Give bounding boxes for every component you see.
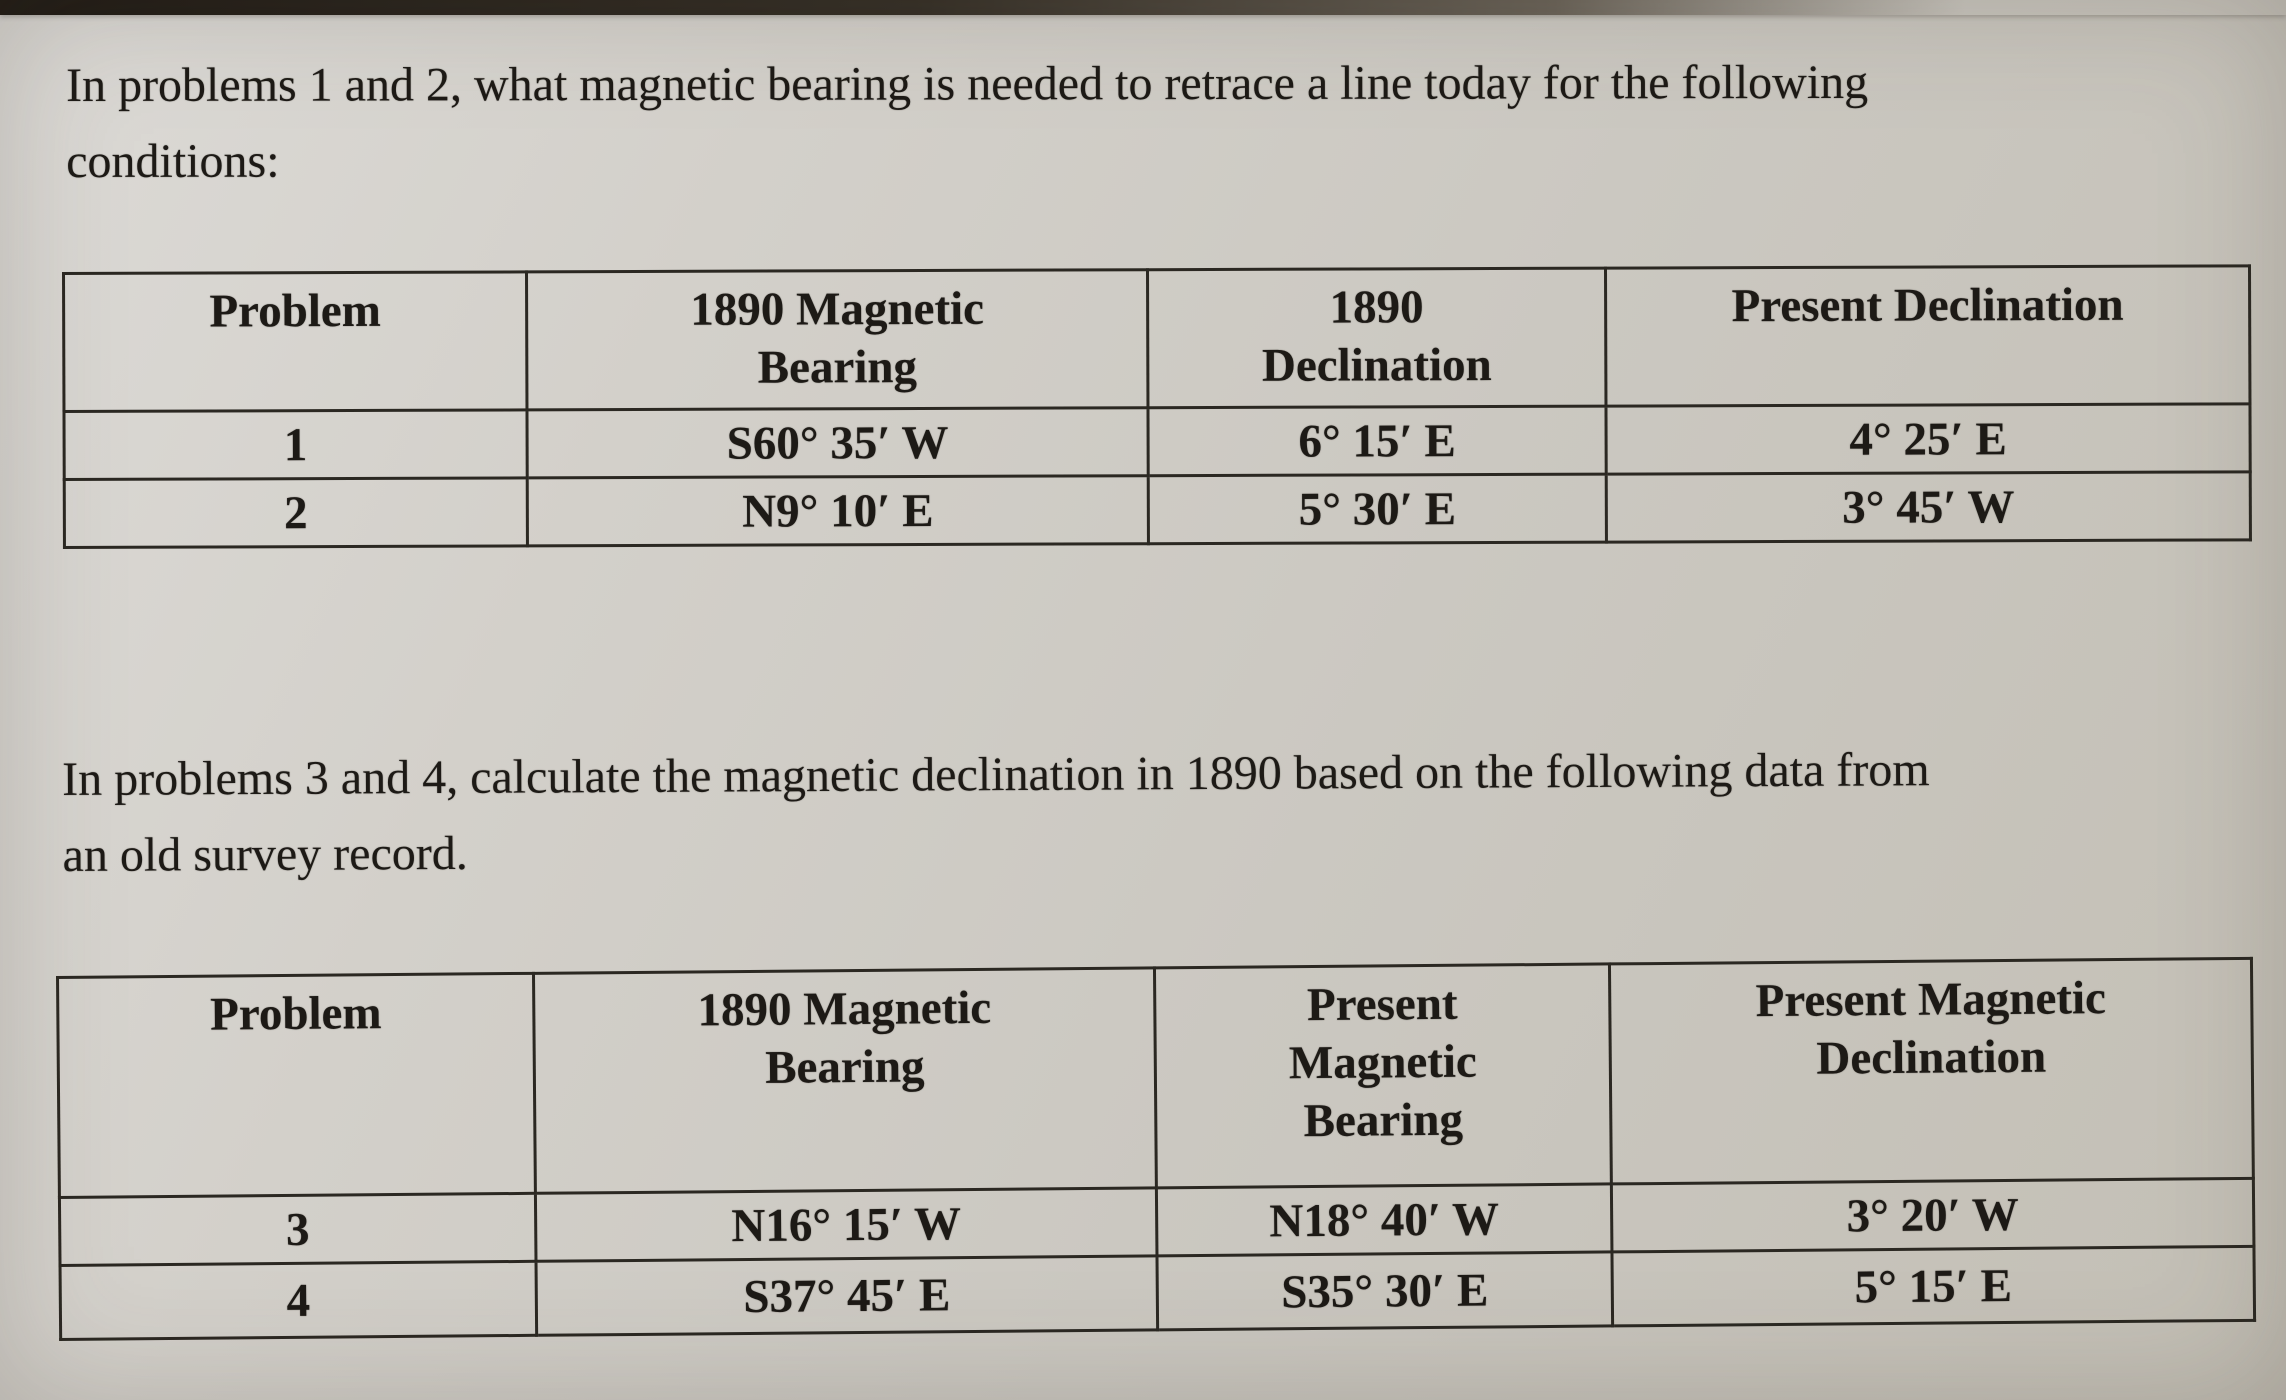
table-problems-1-2: Problem 1890 Magnetic Bearing 1890 Decli… bbox=[62, 264, 2252, 549]
column-header-present-magnetic-bearing: Present Magnetic Bearing bbox=[1154, 963, 1612, 1188]
cell-problem-number: 1 bbox=[63, 409, 528, 480]
table-header-row: Problem 1890 Magnetic Bearing Present Ma… bbox=[57, 958, 2254, 1198]
header-line: 1890 bbox=[1329, 281, 1424, 334]
header-line: Declination bbox=[1261, 339, 1492, 392]
instructions-line: an old survey record. bbox=[62, 826, 468, 882]
cell-present-magnetic-bearing: N18° 40′ W bbox=[1156, 1183, 1612, 1256]
table-row: 2 N9° 10′ E 5° 30′ E 3° 45′ W bbox=[64, 471, 2251, 548]
cell-1890-declination: 6° 15′ E bbox=[1147, 406, 1607, 476]
table-problems-3-4: Problem 1890 Magnetic Bearing Present Ma… bbox=[56, 957, 2256, 1341]
column-header-1890-magnetic-bearing: 1890 Magnetic Bearing bbox=[526, 269, 1148, 410]
header-line: Bearing bbox=[1303, 1093, 1464, 1148]
header-line: Problem bbox=[209, 987, 382, 1041]
cell-1890-magnetic-bearing: N9° 10′ E bbox=[527, 475, 1149, 546]
column-header-present-magnetic-declination: Present Magnetic Declination bbox=[1609, 958, 2254, 1184]
cell-problem-number: 2 bbox=[64, 477, 528, 548]
cell-1890-magnetic-bearing: S60° 35′ W bbox=[526, 407, 1149, 478]
column-header-1890-magnetic-bearing: 1890 Magnetic Bearing bbox=[533, 967, 1157, 1194]
column-header-1890-declination: 1890 Declination bbox=[1147, 268, 1606, 408]
table-row: 1 S60° 35′ W 6° 15′ E 4° 25′ E bbox=[63, 403, 2251, 480]
cell-problem-number: 4 bbox=[60, 1261, 537, 1340]
cell-present-declination: 4° 25′ E bbox=[1605, 403, 2251, 475]
header-line: Present Declination bbox=[1731, 278, 2124, 333]
instructions-line: In problems 1 and 2, what magnetic beari… bbox=[66, 55, 1869, 112]
instructions-problems-1-2: In problems 1 and 2, what magnetic beari… bbox=[66, 45, 1868, 200]
cell-present-magnetic-bearing: S35° 30′ E bbox=[1156, 1251, 1613, 1330]
header-line: Bearing bbox=[764, 1040, 925, 1094]
instructions-line: In problems 3 and 4, calculate the magne… bbox=[62, 743, 1930, 806]
column-header-present-declination: Present Declination bbox=[1605, 265, 2250, 407]
cell-1890-declination: 5° 30′ E bbox=[1148, 474, 1607, 544]
table-header-row: Problem 1890 Magnetic Bearing 1890 Decli… bbox=[63, 265, 2250, 412]
cell-1890-magnetic-bearing: S37° 45′ E bbox=[536, 1255, 1158, 1336]
cell-problem-number: 3 bbox=[59, 1193, 537, 1266]
instructions-line: conditions: bbox=[66, 134, 280, 188]
photo-edge-strip bbox=[0, 0, 2286, 15]
header-line: Magnetic bbox=[1288, 1035, 1477, 1090]
header-line: Present bbox=[1306, 977, 1458, 1032]
header-line: Declination bbox=[1816, 1030, 2047, 1085]
header-line: 1890 Magnetic bbox=[690, 282, 985, 336]
column-header-problem: Problem bbox=[57, 973, 536, 1198]
cell-present-magnetic-declination: 5° 15′ E bbox=[1611, 1246, 2255, 1326]
cell-1890-magnetic-bearing: N16° 15′ W bbox=[535, 1187, 1157, 1262]
header-line: Problem bbox=[209, 284, 381, 338]
cell-present-magnetic-declination: 3° 20′ W bbox=[1611, 1178, 2254, 1252]
header-line: Bearing bbox=[757, 341, 918, 394]
cell-present-declination: 3° 45′ W bbox=[1606, 471, 2251, 543]
header-line: 1890 Magnetic bbox=[697, 981, 992, 1037]
instructions-problems-3-4: In problems 3 and 4, calculate the magne… bbox=[62, 732, 1930, 894]
column-header-problem: Problem bbox=[63, 271, 527, 412]
header-line: Present Magnetic bbox=[1755, 972, 2107, 1028]
